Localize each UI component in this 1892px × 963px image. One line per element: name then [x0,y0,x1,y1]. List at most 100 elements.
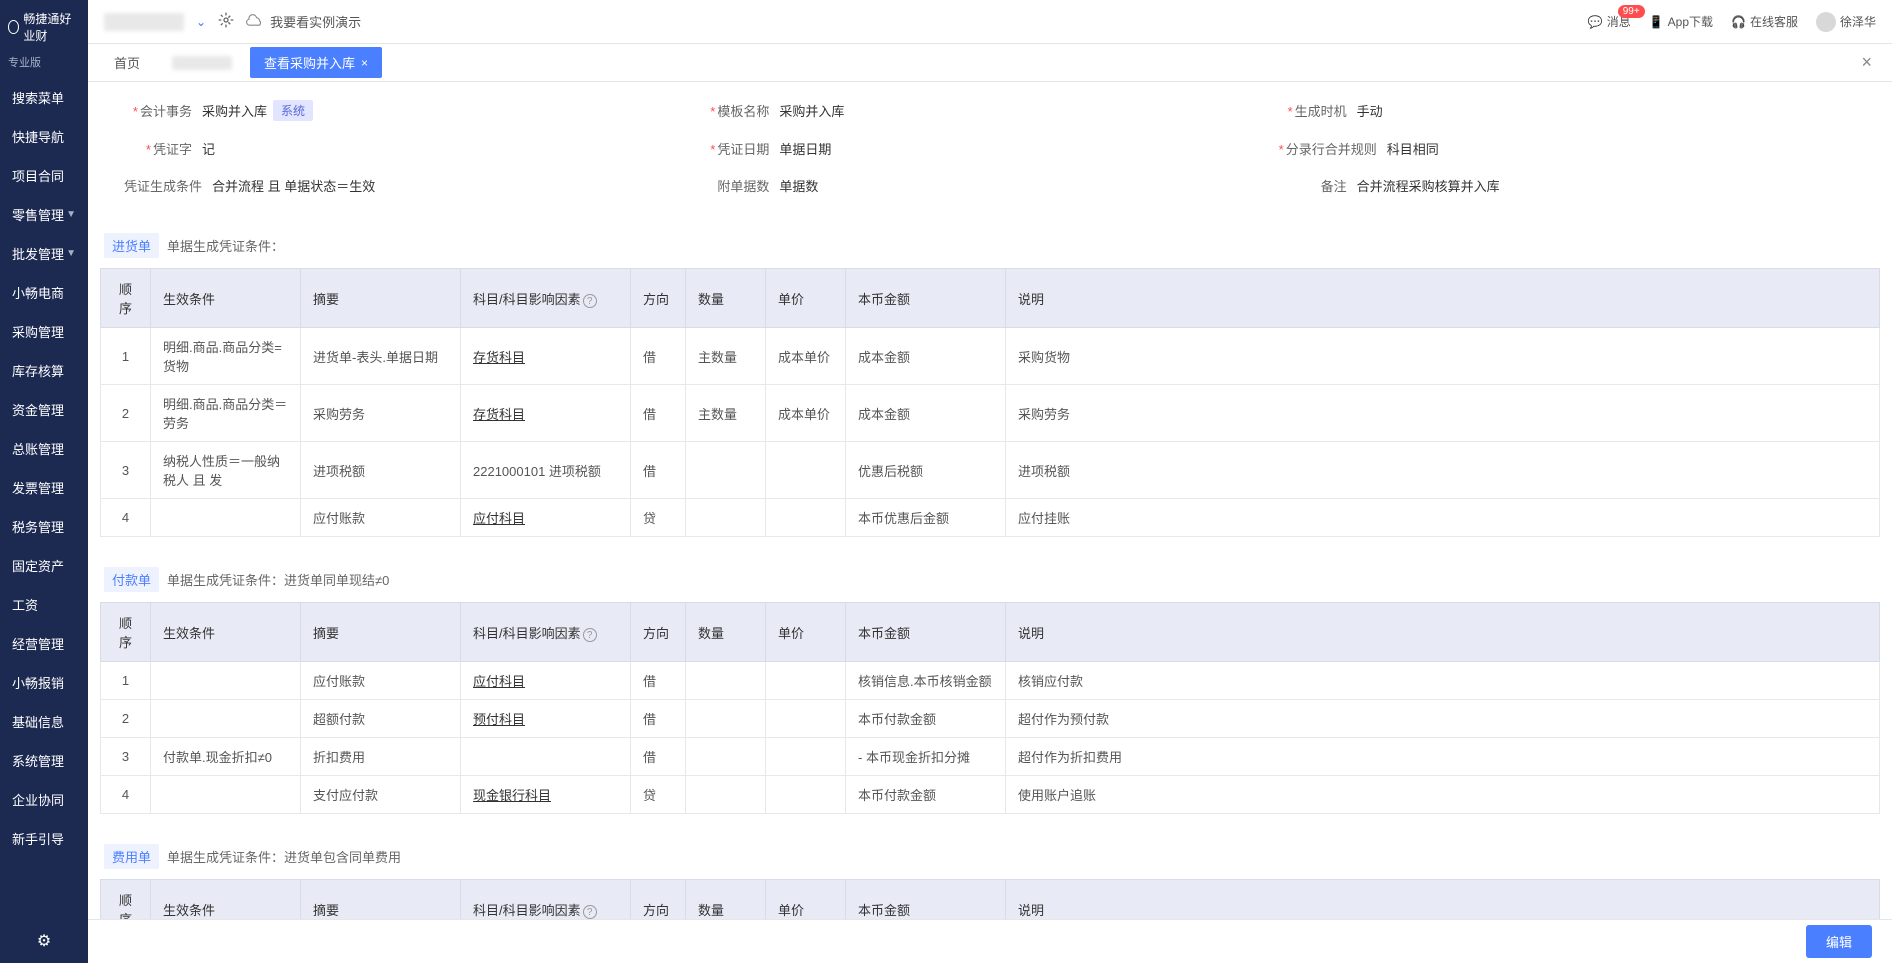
tab-home[interactable]: 首页 [100,47,154,78]
system-tag: 系统 [273,100,313,121]
th-dir: 方向 [631,603,686,662]
sidebar-item-label: 经营管理 [12,634,64,653]
sidebar-item-4[interactable]: 批发管理▼ [0,234,88,273]
attach-label: 附单据数 [701,176,769,195]
settings-icon[interactable] [218,12,234,31]
sidebar-item-6[interactable]: 采购管理 [0,312,88,351]
info-icon[interactable]: ? [583,628,597,642]
cell-cond [151,499,301,537]
sidebar-item-16[interactable]: 基础信息 [0,702,88,741]
cell-summary: 进项税额 [301,442,461,499]
sidebar-item-label: 零售管理 [12,205,64,224]
sidebar-item-label: 快捷导航 [12,127,64,146]
cell-desc: 采购劳务 [1006,385,1880,442]
sidebar-item-12[interactable]: 固定资产 [0,546,88,585]
section-title: 费用单 [104,844,159,869]
voucher-value: 记 [202,139,215,158]
tab-active[interactable]: 查看采购并入库 × [250,47,382,78]
th-dir: 方向 [631,269,686,328]
cell-desc: 使用账户追账 [1006,776,1880,814]
user-menu[interactable]: 徐泽华 [1816,12,1876,32]
cell-subject: 现金银行科目 [461,776,631,814]
sidebar-item-label: 基础信息 [12,712,64,731]
subject-link[interactable]: 存货科目 [473,350,525,365]
cell-amount: 优惠后税额 [846,442,1006,499]
subject-link[interactable]: 预付科目 [473,712,525,727]
cell-price [766,499,846,537]
info-icon[interactable]: ? [583,294,597,308]
sidebar-item-label: 固定资产 [12,556,64,575]
sidebar-item-19[interactable]: 新手引导 [0,819,88,858]
cell-summary: 采购劳务 [301,385,461,442]
sidebar-item-17[interactable]: 系统管理 [0,741,88,780]
sidebar-item-label: 发票管理 [12,478,64,497]
org-dropdown-icon[interactable]: ⌄ [196,15,206,29]
cell-dir: 借 [631,385,686,442]
subject-link[interactable]: 现金银行科目 [473,788,551,803]
header: ⌄ 我要看实例演示 💬 消息 99+ 📱 [88,0,1892,44]
remark-value: 合并流程采购核算并入库 [1357,176,1500,195]
cell-qty [686,662,766,700]
cloud-icon [246,13,264,30]
cell-cond [151,662,301,700]
sidebar-item-label: 工资 [12,595,38,614]
sidebar-item-2[interactable]: 项目合同 [0,156,88,195]
sidebar-item-13[interactable]: 工资 [0,585,88,624]
user-name: 徐泽华 [1840,13,1876,30]
table-row: 2 超额付款 预付科目 借 本币付款金额 超付作为预付款 [101,700,1880,738]
section-title: 付款单 [104,567,159,592]
demo-link[interactable]: 我要看实例演示 [246,12,361,31]
sidebar-item-5[interactable]: 小畅电商 [0,273,88,312]
sidebar-item-3[interactable]: 零售管理▼ [0,195,88,234]
tab-close-icon[interactable]: × [361,56,368,70]
sidebar-item-label: 项目合同 [12,166,64,185]
subject-link[interactable]: 存货科目 [473,407,525,422]
cell-seq: 2 [101,385,151,442]
subject-link[interactable]: 应付科目 [473,674,525,689]
sidebar-item-7[interactable]: 库存核算 [0,351,88,390]
sidebar-item-18[interactable]: 企业协同 [0,780,88,819]
message-button[interactable]: 💬 消息 99+ [1588,13,1631,30]
info-icon[interactable]: ? [583,905,597,919]
attach-value: 单据数 [779,176,818,195]
sidebar-item-9[interactable]: 总账管理 [0,429,88,468]
cell-dir: 借 [631,662,686,700]
cell-qty: 主数量 [686,328,766,385]
message-badge: 99+ [1618,5,1645,18]
download-button[interactable]: 📱 App下载 [1649,13,1713,30]
sidebar-item-8[interactable]: 资金管理 [0,390,88,429]
section-desc: 单据生成凭证条件：进货单同单现结≠0 [167,570,389,589]
sidebar-item-label: 搜索菜单 [12,88,64,107]
cell-amount: - 本币现金折扣分摊 [846,738,1006,776]
accounting-value: 采购并入库 [202,101,267,120]
sidebar-item-14[interactable]: 经营管理 [0,624,88,663]
edition-label: 专业版 [0,54,88,78]
cell-cond: 明细.商品.商品分类=货物 [151,328,301,385]
cell-seq: 2 [101,700,151,738]
th-amount: 本币金额 [846,603,1006,662]
logo: 畅捷通好业财 [0,0,88,54]
sidebar-item-10[interactable]: 发票管理 [0,468,88,507]
th-seq: 顺序 [101,603,151,662]
sidebar-item-0[interactable]: 搜索菜单 [0,78,88,117]
tabs-close-all-icon[interactable]: × [1853,48,1880,77]
sidebar-settings-icon[interactable]: ⚙ [0,919,88,963]
cell-qty [686,738,766,776]
subject-link[interactable]: 应付科目 [473,511,525,526]
sidebar-item-11[interactable]: 税务管理 [0,507,88,546]
cell-desc: 核销应付款 [1006,662,1880,700]
cell-summary: 进货单-表头.单据日期 [301,328,461,385]
cell-summary: 应付账款 [301,499,461,537]
cell-seq: 4 [101,776,151,814]
sidebar-item-1[interactable]: 快捷导航 [0,117,88,156]
message-icon: 💬 [1588,15,1603,29]
edit-button[interactable]: 编辑 [1806,925,1872,958]
th-qty: 数量 [686,269,766,328]
tab-blur[interactable] [158,50,246,76]
service-button[interactable]: 🎧 在线客服 [1731,13,1798,30]
vdate-label: 凭证日期 [701,139,769,158]
cell-desc: 超付作为折扣费用 [1006,738,1880,776]
cell-qty [686,776,766,814]
cell-seq: 4 [101,499,151,537]
sidebar-item-15[interactable]: 小畅报销 [0,663,88,702]
